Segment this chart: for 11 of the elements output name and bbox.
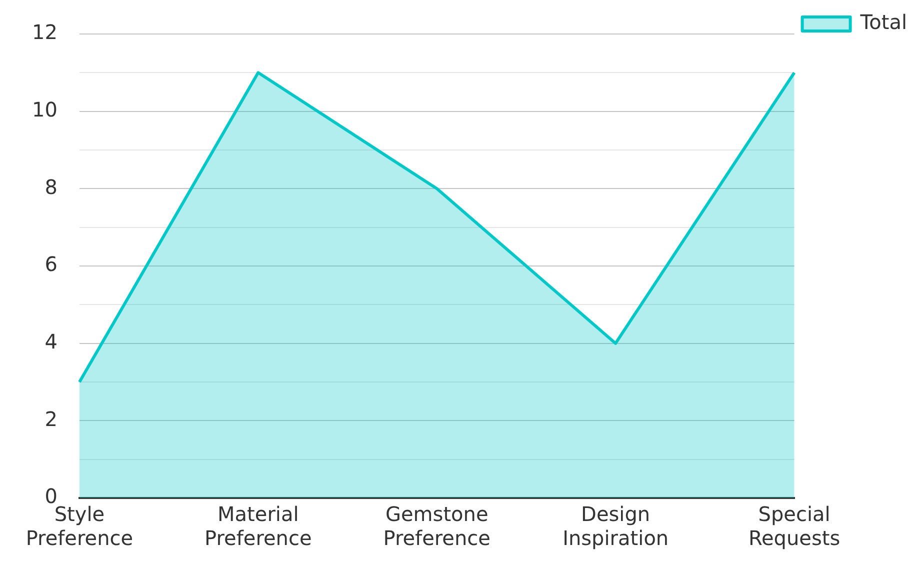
- legend-label: Total: [859, 10, 908, 34]
- x-tick-label: Design Inspiration: [562, 502, 669, 550]
- x-tick-label: Gemstone Preference: [383, 502, 490, 550]
- y-tick-label: 12: [32, 20, 58, 44]
- x-tick-label: Special Requests: [748, 502, 840, 550]
- y-tick-label: 2: [44, 406, 58, 431]
- y-tick-label: 6: [44, 252, 58, 276]
- y-tick-label: 4: [44, 330, 58, 354]
- y-tick-label: 8: [44, 174, 58, 199]
- x-tick-label: Material Preference: [204, 502, 312, 550]
- y-tick-label: 10: [32, 98, 58, 122]
